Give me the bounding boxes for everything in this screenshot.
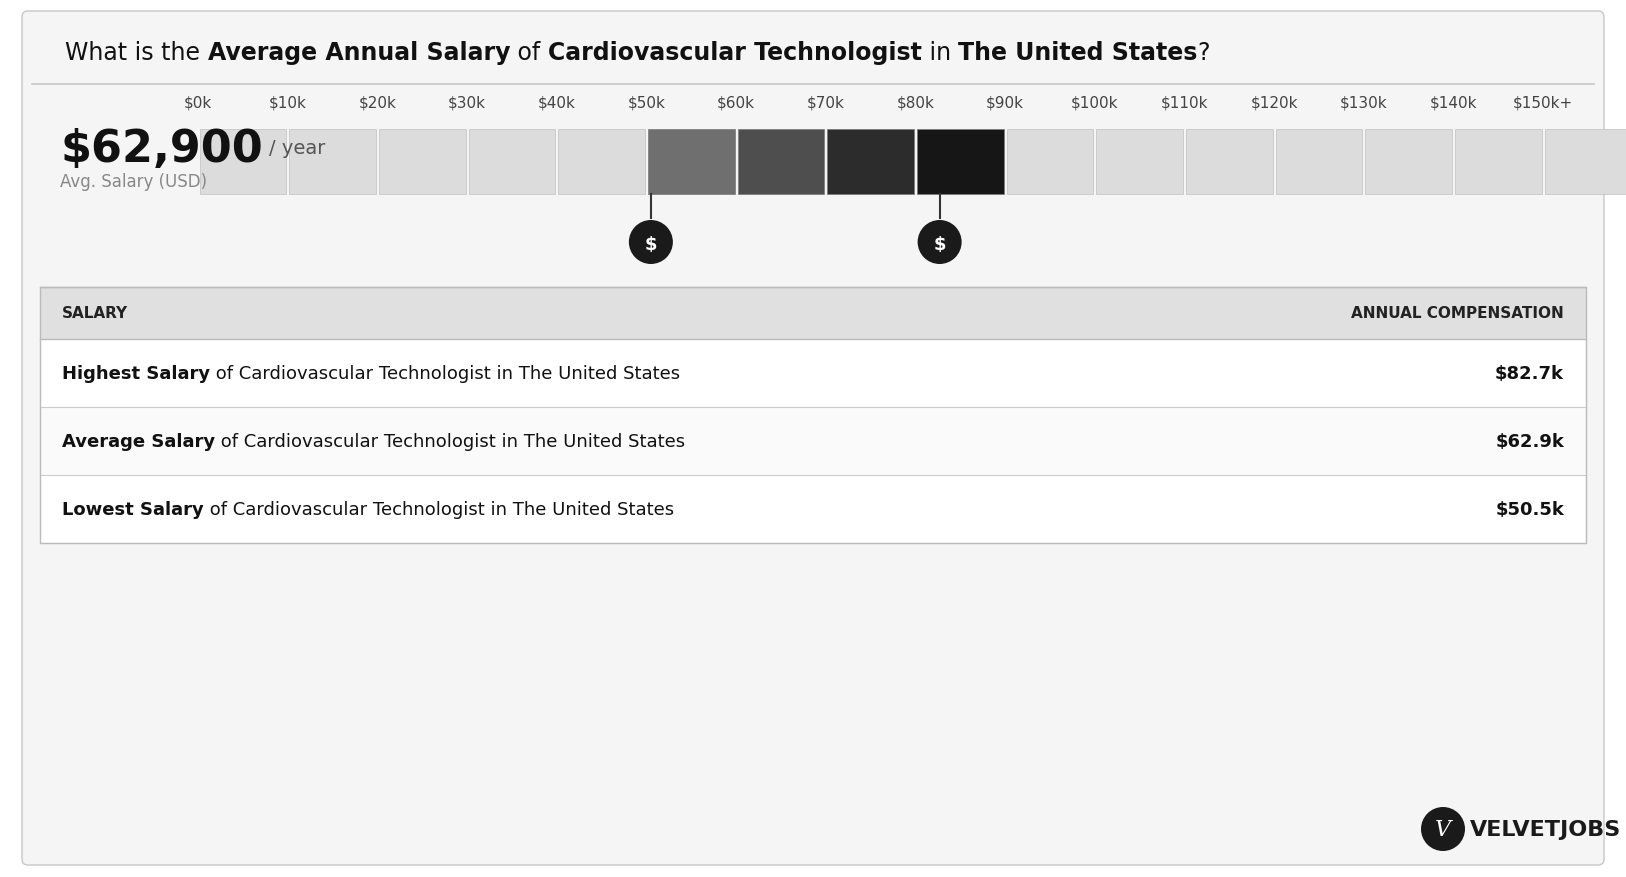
Text: What is the: What is the <box>65 41 208 65</box>
Circle shape <box>1421 807 1465 851</box>
Text: ?: ? <box>1198 41 1210 65</box>
Circle shape <box>629 221 673 265</box>
Bar <box>828 130 914 195</box>
Text: Avg. Salary (USD): Avg. Salary (USD) <box>60 173 207 191</box>
Ellipse shape <box>644 222 659 230</box>
Text: Lowest Salary: Lowest Salary <box>62 501 203 518</box>
Bar <box>41 339 1585 408</box>
Text: in: in <box>922 41 958 65</box>
Text: VELVETJOBS: VELVETJOBS <box>1470 819 1621 839</box>
Bar <box>1366 130 1452 195</box>
Text: The United States: The United States <box>958 41 1198 65</box>
Text: of: of <box>511 41 548 65</box>
Text: $0k: $0k <box>184 95 211 110</box>
Bar <box>41 288 1585 544</box>
Text: Average Salary: Average Salary <box>62 432 215 451</box>
Text: $62,900: $62,900 <box>60 128 263 171</box>
Bar <box>1545 130 1626 195</box>
Circle shape <box>917 221 961 265</box>
Bar <box>468 130 554 195</box>
Bar <box>41 475 1585 544</box>
Bar <box>41 288 1585 339</box>
Text: $90k: $90k <box>985 95 1024 110</box>
Text: $: $ <box>933 236 946 253</box>
Text: of Cardiovascular Technologist in The United States: of Cardiovascular Technologist in The Un… <box>203 501 673 518</box>
Text: $60k: $60k <box>717 95 754 110</box>
Text: $110k: $110k <box>1161 95 1208 110</box>
Bar <box>1096 130 1184 195</box>
Text: Cardiovascular Technologist: Cardiovascular Technologist <box>548 41 922 65</box>
Bar <box>200 130 286 195</box>
Text: of Cardiovascular Technologist in The United States: of Cardiovascular Technologist in The Un… <box>215 432 685 451</box>
Text: $30k: $30k <box>449 95 486 110</box>
Text: Highest Salary: Highest Salary <box>62 365 210 382</box>
Text: of Cardiovascular Technologist in The United States: of Cardiovascular Technologist in The Un… <box>210 365 680 382</box>
Text: / year: / year <box>268 139 325 157</box>
Text: $140k: $140k <box>1429 95 1478 110</box>
Bar <box>379 130 465 195</box>
Text: $: $ <box>644 236 657 253</box>
Bar <box>647 130 735 195</box>
Bar <box>1455 130 1541 195</box>
Text: $10k: $10k <box>268 95 307 110</box>
Text: $80k: $80k <box>896 95 935 110</box>
Bar <box>1006 130 1093 195</box>
Bar <box>1185 130 1273 195</box>
Text: $62.9k: $62.9k <box>1496 432 1564 451</box>
Text: $100k: $100k <box>1072 95 1119 110</box>
Text: $70k: $70k <box>806 95 844 110</box>
Bar <box>1276 130 1363 195</box>
Text: $50.5k: $50.5k <box>1496 501 1564 518</box>
Bar <box>41 408 1585 475</box>
Text: $40k: $40k <box>538 95 576 110</box>
Text: $82.7k: $82.7k <box>1494 365 1564 382</box>
Bar <box>917 130 1003 195</box>
Bar <box>738 130 824 195</box>
Bar <box>289 130 376 195</box>
Text: Average Annual Salary: Average Annual Salary <box>208 41 511 65</box>
Text: $62,900: $62,900 <box>60 128 263 171</box>
Text: $130k: $130k <box>1340 95 1387 110</box>
Text: $120k: $120k <box>1250 95 1298 110</box>
Text: ANNUAL COMPENSATION: ANNUAL COMPENSATION <box>1351 306 1564 321</box>
Text: $50k: $50k <box>628 95 665 110</box>
Text: $150k+: $150k+ <box>1514 95 1574 110</box>
Text: V: V <box>1434 818 1450 840</box>
FancyBboxPatch shape <box>23 12 1603 865</box>
Ellipse shape <box>933 222 946 230</box>
Text: SALARY: SALARY <box>62 306 128 321</box>
Bar <box>558 130 646 195</box>
Text: $20k: $20k <box>358 95 397 110</box>
